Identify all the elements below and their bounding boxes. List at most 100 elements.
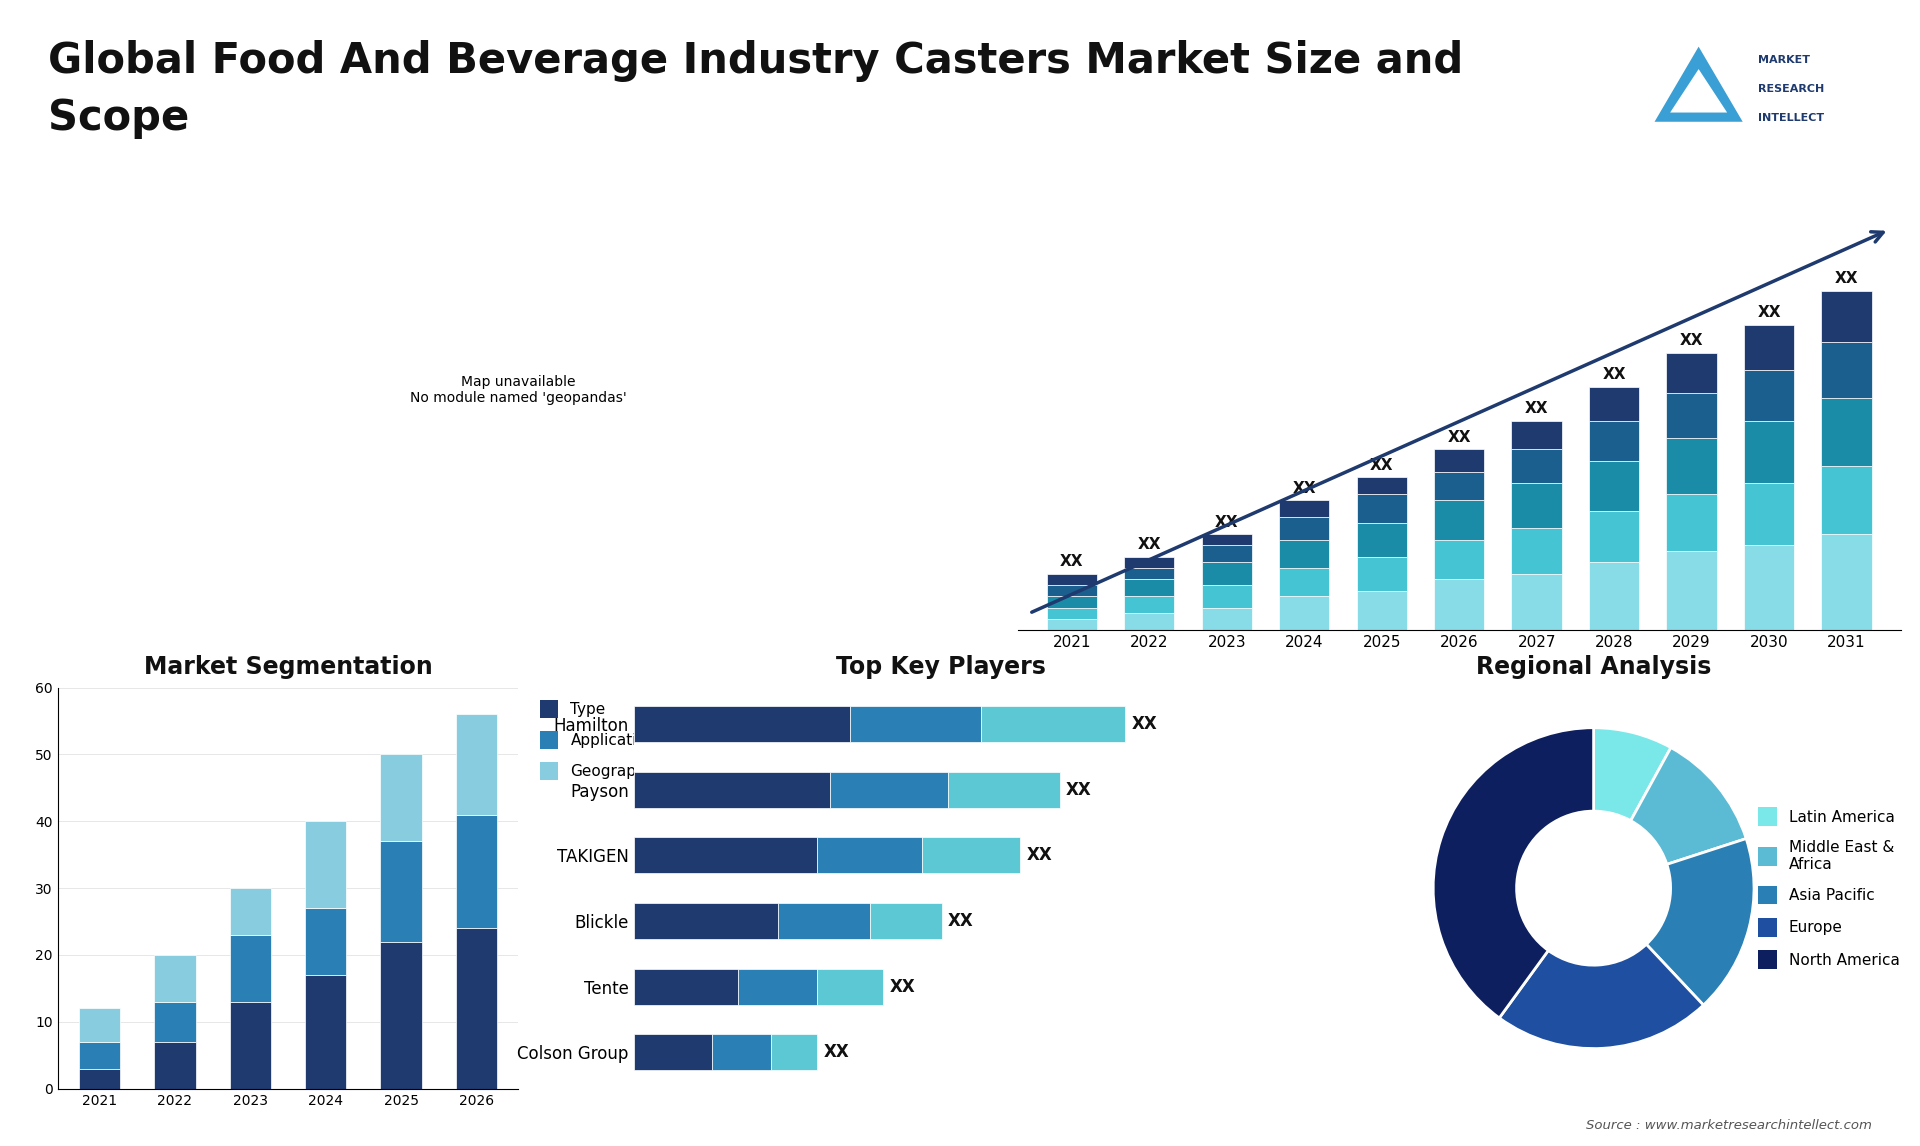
Bar bbox=[154, 955, 196, 1002]
Text: XX: XX bbox=[1448, 430, 1471, 445]
Bar bbox=[1434, 540, 1484, 580]
Bar bbox=[1279, 568, 1329, 596]
Bar bbox=[455, 714, 497, 815]
Text: MARKET: MARKET bbox=[1759, 55, 1811, 65]
Bar bbox=[1667, 494, 1716, 551]
Polygon shape bbox=[1655, 47, 1743, 121]
Bar bbox=[1357, 557, 1407, 590]
Bar bbox=[1590, 461, 1640, 511]
Legend: Type, Application, Geography: Type, Application, Geography bbox=[536, 696, 660, 785]
Bar bbox=[1822, 399, 1872, 466]
Text: XX: XX bbox=[1292, 480, 1315, 495]
Bar bbox=[922, 838, 1020, 873]
Bar bbox=[634, 1035, 712, 1070]
Text: XX: XX bbox=[889, 978, 916, 996]
Bar bbox=[1123, 557, 1175, 568]
Text: INTELLECT: INTELLECT bbox=[1759, 112, 1824, 123]
Bar bbox=[1046, 607, 1096, 619]
Text: Map unavailable
No module named 'geopandas': Map unavailable No module named 'geopand… bbox=[411, 375, 626, 405]
Bar bbox=[1279, 540, 1329, 568]
Bar bbox=[1590, 387, 1640, 421]
Bar bbox=[1667, 393, 1716, 438]
Bar bbox=[634, 706, 851, 741]
Text: XX: XX bbox=[1066, 780, 1092, 799]
Bar bbox=[1357, 590, 1407, 630]
Bar bbox=[851, 706, 981, 741]
Bar bbox=[1046, 574, 1096, 584]
Text: XX: XX bbox=[1680, 333, 1703, 348]
Wedge shape bbox=[1630, 747, 1745, 864]
Bar bbox=[778, 903, 870, 939]
Bar bbox=[1357, 478, 1407, 494]
Text: XX: XX bbox=[1060, 555, 1083, 570]
Bar bbox=[1511, 528, 1561, 574]
Bar bbox=[818, 838, 922, 873]
Legend: Latin America, Middle East &
Africa, Asia Pacific, Europe, North America: Latin America, Middle East & Africa, Asi… bbox=[1753, 802, 1905, 974]
Text: XX: XX bbox=[1524, 401, 1548, 416]
Text: XX: XX bbox=[1131, 715, 1158, 733]
Bar bbox=[1279, 500, 1329, 517]
Bar bbox=[948, 771, 1060, 808]
Bar bbox=[1511, 449, 1561, 484]
Text: XX: XX bbox=[1603, 368, 1626, 383]
Text: XX: XX bbox=[824, 1043, 849, 1061]
Bar bbox=[1279, 596, 1329, 630]
Bar bbox=[1511, 484, 1561, 528]
Bar bbox=[455, 928, 497, 1089]
Text: RESEARCH: RESEARCH bbox=[1759, 84, 1824, 94]
Bar bbox=[380, 942, 422, 1089]
Bar bbox=[634, 903, 778, 939]
Text: XX: XX bbox=[1371, 458, 1394, 473]
Text: XX: XX bbox=[1137, 537, 1162, 552]
Bar bbox=[154, 1002, 196, 1042]
Bar bbox=[230, 888, 271, 935]
Bar bbox=[230, 1002, 271, 1089]
Bar bbox=[1743, 370, 1795, 421]
Bar bbox=[305, 822, 346, 908]
Bar bbox=[79, 1042, 121, 1068]
Bar bbox=[1743, 545, 1795, 630]
Text: Scope: Scope bbox=[48, 97, 190, 140]
Bar bbox=[634, 968, 739, 1005]
Bar bbox=[1046, 596, 1096, 607]
Bar bbox=[1590, 563, 1640, 630]
Bar bbox=[1822, 534, 1872, 630]
Bar bbox=[1123, 613, 1175, 630]
Bar bbox=[1822, 291, 1872, 342]
Wedge shape bbox=[1594, 728, 1670, 821]
Title: Regional Analysis: Regional Analysis bbox=[1476, 654, 1711, 678]
Bar bbox=[1434, 472, 1484, 500]
Bar bbox=[818, 968, 883, 1005]
Polygon shape bbox=[1670, 69, 1728, 112]
Bar bbox=[1667, 438, 1716, 494]
Bar bbox=[1667, 551, 1716, 630]
Title: Top Key Players: Top Key Players bbox=[835, 654, 1046, 678]
Bar bbox=[1743, 421, 1795, 484]
Text: XX: XX bbox=[1836, 272, 1859, 286]
Bar bbox=[1046, 584, 1096, 596]
Bar bbox=[772, 1035, 818, 1070]
Bar bbox=[712, 1035, 772, 1070]
Bar bbox=[455, 815, 497, 928]
Wedge shape bbox=[1645, 839, 1755, 1005]
Bar bbox=[380, 841, 422, 942]
Bar bbox=[1357, 494, 1407, 523]
Bar bbox=[79, 1008, 121, 1042]
Text: XX: XX bbox=[948, 912, 973, 931]
Bar bbox=[1279, 517, 1329, 540]
Wedge shape bbox=[1500, 944, 1703, 1049]
Bar bbox=[1822, 342, 1872, 399]
Bar bbox=[1590, 511, 1640, 563]
Text: XX: XX bbox=[1215, 515, 1238, 529]
Bar bbox=[1046, 619, 1096, 630]
Bar bbox=[981, 706, 1125, 741]
Bar bbox=[1202, 584, 1252, 607]
Bar bbox=[79, 1068, 121, 1089]
Bar bbox=[1511, 574, 1561, 630]
Bar bbox=[1434, 500, 1484, 540]
Bar bbox=[305, 908, 346, 975]
Bar bbox=[634, 771, 829, 808]
Bar bbox=[1743, 324, 1795, 370]
Bar bbox=[230, 935, 271, 1002]
Text: XX: XX bbox=[1027, 846, 1052, 864]
